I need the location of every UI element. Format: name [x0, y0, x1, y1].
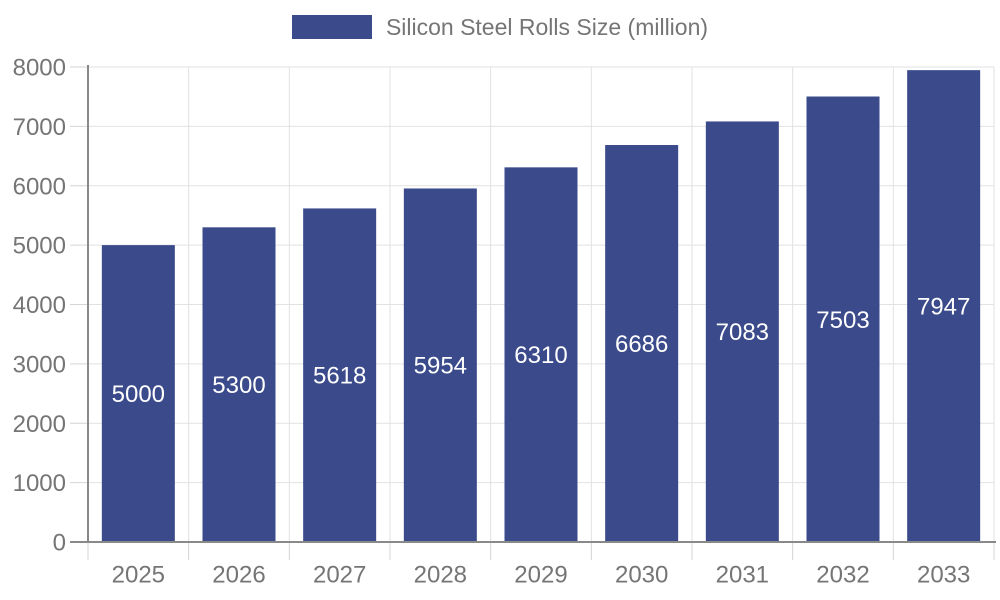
legend-swatch: [291, 15, 372, 39]
bar-2031: [705, 121, 779, 543]
bar-value-label: 6686: [615, 331, 668, 358]
x-axis-label: 2030: [615, 562, 668, 589]
y-axis-label: 1000: [13, 470, 66, 497]
x-axis-label: 2028: [414, 562, 467, 589]
bar-2029: [504, 167, 578, 542]
y-axis-label: 3000: [13, 351, 66, 378]
bar-value-label: 6310: [514, 342, 567, 369]
bar-value-label: 5000: [112, 381, 165, 408]
bar-2030: [605, 145, 679, 543]
legend: Silicon Steel Rolls Size (million): [0, 15, 1000, 39]
x-axis-label: 2025: [112, 562, 165, 589]
bar-2026: [202, 227, 276, 542]
bar-value-label: 7503: [816, 307, 869, 334]
x-axis-label: 2026: [212, 562, 265, 589]
x-axis-label: 2031: [716, 562, 769, 589]
y-axis-label: 4000: [13, 292, 66, 319]
bar-value-label: 5954: [414, 353, 467, 380]
bar-value-label: 5618: [313, 363, 366, 390]
legend-label: Silicon Steel Rolls Size (million): [385, 13, 709, 40]
x-axis-label: 2027: [313, 562, 366, 589]
bar-value-label: 7083: [716, 319, 769, 346]
bar-value-label: 7947: [917, 294, 970, 321]
x-axis-label: 2032: [816, 562, 869, 589]
y-axis-label: 0: [53, 530, 66, 557]
bar-2033: [907, 70, 981, 542]
y-axis-label: 2000: [13, 411, 66, 438]
bar-value-label: 5300: [212, 372, 265, 399]
y-axis-label: 7000: [13, 114, 66, 141]
y-axis-label: 6000: [13, 173, 66, 200]
y-axis-label: 5000: [13, 233, 66, 260]
y-axis-label: 8000: [13, 55, 66, 82]
x-axis-label: 2033: [917, 562, 970, 589]
bar-2027: [303, 208, 377, 542]
x-axis-label: 2029: [514, 562, 567, 589]
bar-2032: [806, 96, 880, 543]
bar-2025: [101, 245, 175, 542]
bar-2028: [403, 188, 477, 542]
